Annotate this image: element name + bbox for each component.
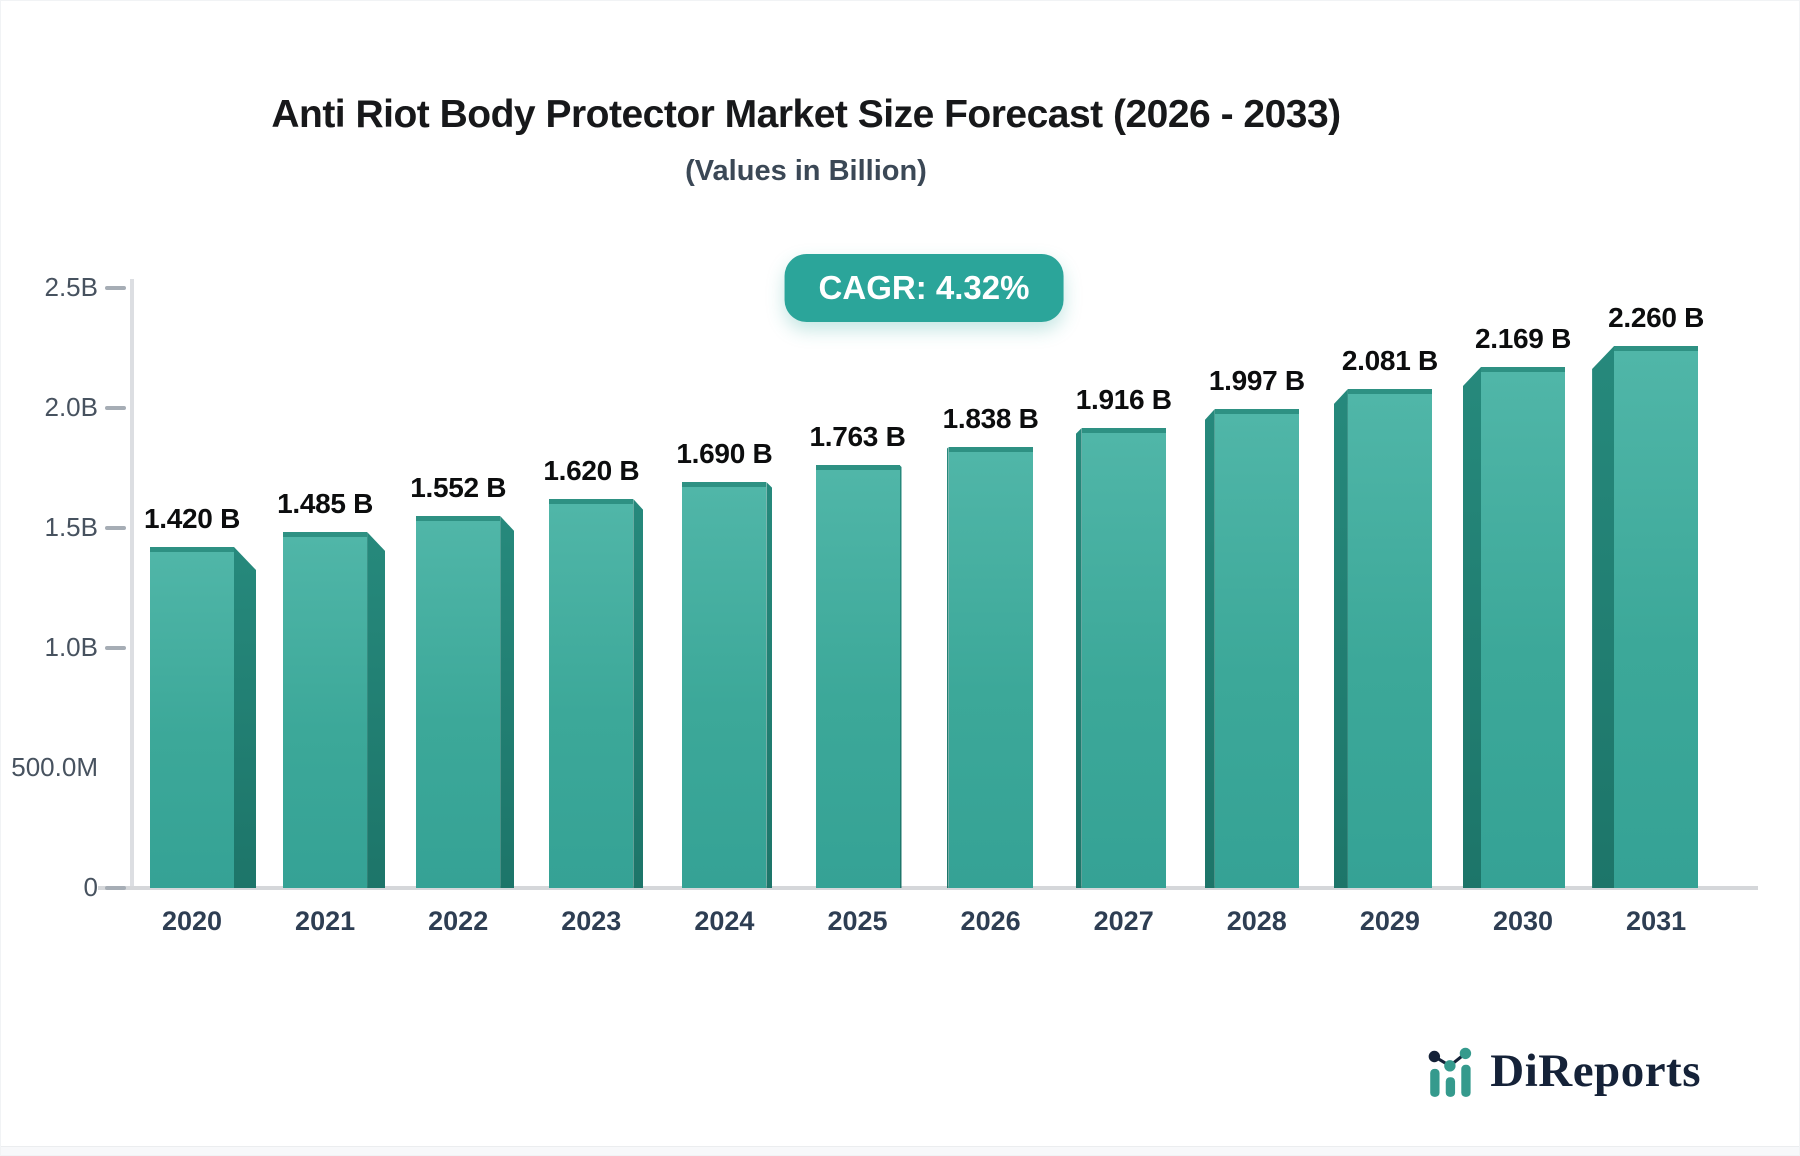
y-tick-label-2.5B: 2.5B (44, 272, 99, 302)
y-tick-label-1.5B: 1.5B (44, 512, 99, 542)
x-axis-label-2027: 2027 (1093, 906, 1154, 936)
x-axis-label-2022: 2022 (428, 906, 489, 936)
x-axis-label-2020: 2020 (161, 906, 223, 936)
x-axis-label-2021: 2021 (295, 906, 356, 936)
bar-2027[interactable] (1081, 428, 1166, 888)
y-tick-label-500.0M: 500.0M (11, 752, 98, 782)
bar-2024-side-face (766, 482, 773, 888)
bar-2022-side-face (500, 516, 515, 888)
bar-2028-side-face (1204, 409, 1215, 888)
bar-2031-side-face (1592, 346, 1615, 888)
bottom-edge-strip (1, 1146, 1799, 1155)
bar-2021-side-face (367, 532, 386, 888)
x-axis-label-2029: 2029 (1359, 906, 1420, 936)
y-tick-mark (105, 886, 126, 890)
y-axis-line (130, 279, 134, 888)
cagr-badge: CAGR: 4.32% (784, 254, 1064, 322)
bar-2031[interactable] (1614, 346, 1699, 888)
bar-value-label-2030: 2.169 B (1475, 323, 1571, 354)
chart-header: Anti Riot Body Protector Market Size For… (1, 1, 1611, 188)
bar-2030[interactable] (1481, 367, 1565, 888)
bar-2023-side-face (633, 499, 644, 888)
y-tick-mark (105, 646, 126, 650)
bar-value-label-2028: 1.997 B (1208, 365, 1305, 396)
bar-2025[interactable] (815, 465, 900, 888)
x-axis-label-2024: 2024 (694, 906, 755, 936)
bar-2024[interactable] (682, 482, 767, 888)
y-tick-mark (105, 286, 126, 290)
logo-wordmark: DiReports (1490, 1045, 1701, 1097)
x-axis-label-2026: 2026 (960, 906, 1021, 936)
bar-value-label-2020: 1.420 B (144, 503, 240, 534)
y-tick-label-0: 0 (83, 872, 98, 902)
x-axis-label-2023: 2023 (561, 906, 622, 936)
bar-value-label-2029: 2.081 B (1341, 345, 1438, 376)
bar-2022[interactable] (416, 516, 501, 888)
bar-value-label-2025: 1.763 B (809, 421, 906, 452)
bar-2023[interactable] (549, 499, 634, 888)
x-axis-baseline (98, 886, 1758, 890)
bar-2027-side-face (1075, 428, 1082, 888)
bar-2028[interactable] (1214, 409, 1299, 888)
bar-2025-side-face (899, 465, 902, 888)
direports-logo: DiReports (1424, 1042, 1701, 1100)
x-axis-label-2030: 2030 (1492, 906, 1554, 936)
y-tick-mark (105, 526, 126, 530)
x-axis-label-2031: 2031 (1626, 906, 1687, 936)
bar-value-label-2023: 1.620 B (543, 455, 640, 486)
x-axis-label-2025: 2025 (827, 906, 888, 936)
bar-2030-side-face (1463, 367, 1481, 888)
y-tick-label-1.0B: 1.0B (44, 632, 99, 662)
bar-2020[interactable] (150, 547, 234, 888)
bar-2026[interactable] (948, 447, 1033, 888)
x-axis-label-2028: 2028 (1226, 906, 1287, 936)
chart-subtitle: (Values in Billion) (685, 155, 927, 187)
bar-value-label-2022: 1.552 B (410, 472, 507, 503)
bar-value-label-2027: 1.916 B (1075, 384, 1172, 415)
chart-title: Anti Riot Body Protector Market Size For… (271, 93, 1341, 136)
bar-2021[interactable] (283, 532, 368, 888)
bar-chart-logo-icon (1428, 1047, 1472, 1097)
bar-value-label-2024: 1.690 B (676, 438, 773, 469)
y-tick-label-2.0B: 2.0B (44, 392, 99, 422)
bar-value-label-2031: 2.260 B (1608, 302, 1705, 333)
bar-2020-side-face (234, 547, 256, 888)
bar-2026-side-face (946, 447, 949, 888)
bar-2029-side-face (1333, 389, 1348, 888)
bar-value-label-2021: 1.485 B (277, 488, 374, 519)
y-tick-mark (105, 406, 126, 410)
bar-2029[interactable] (1347, 389, 1432, 888)
bar-value-label-2026: 1.838 B (942, 403, 1039, 434)
